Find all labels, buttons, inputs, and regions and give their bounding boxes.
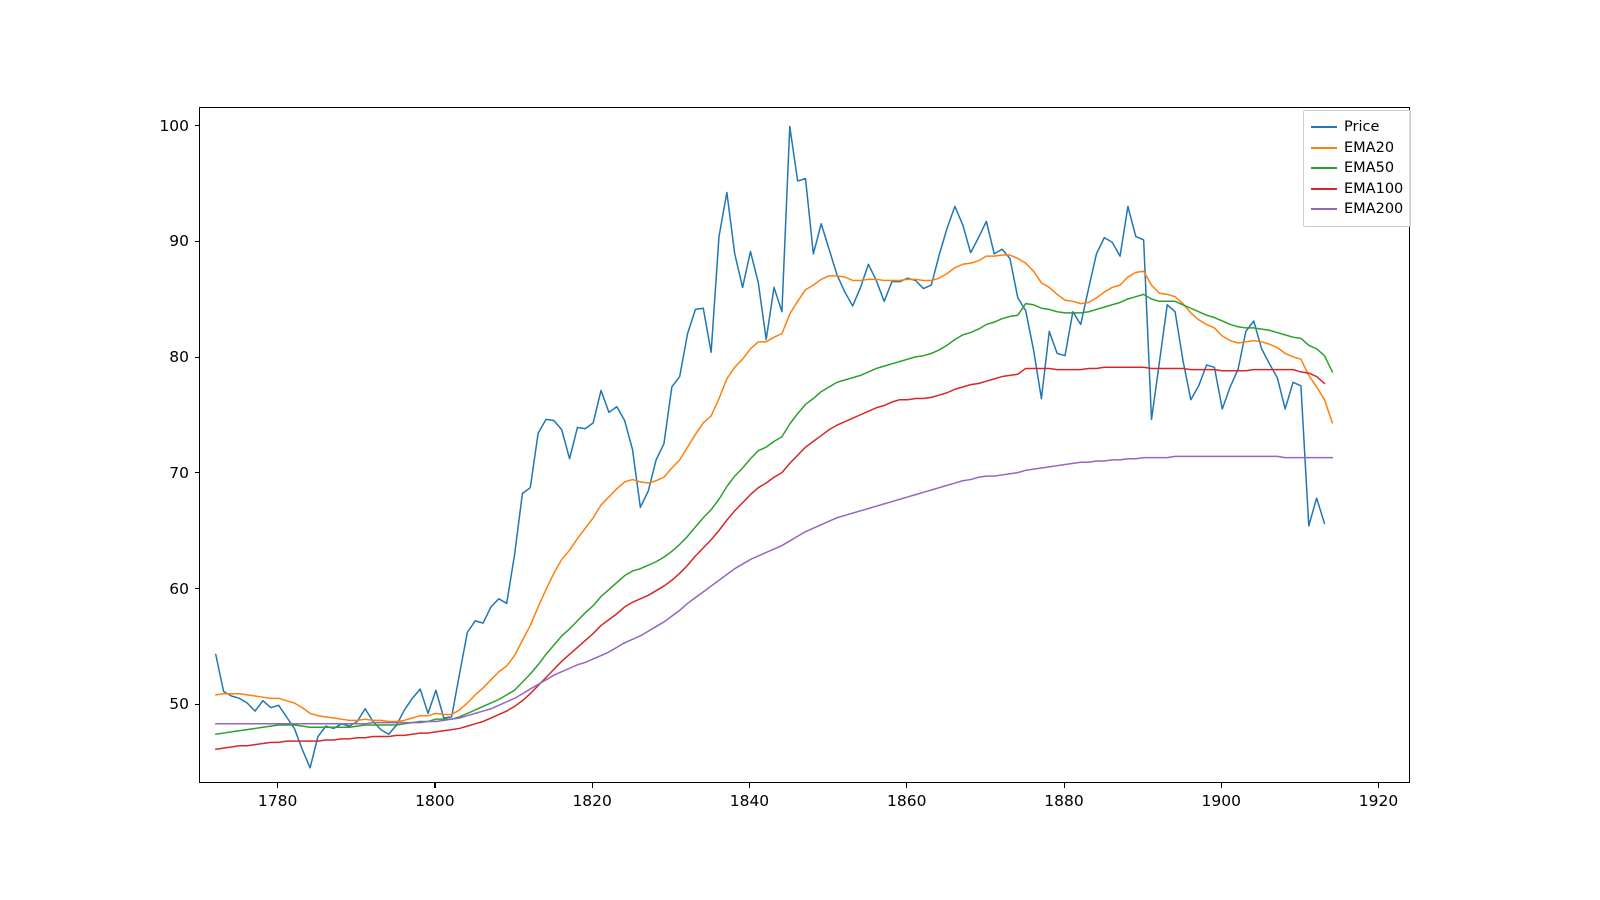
x-tick-label: 1900 bbox=[1201, 792, 1241, 810]
x-tick-label: 1780 bbox=[257, 792, 298, 810]
x-tickmark bbox=[748, 783, 751, 788]
legend-item-ema100[interactable]: EMA100 bbox=[1311, 179, 1403, 200]
x-tick-label: 1820 bbox=[572, 792, 612, 810]
x-tick-label: 1860 bbox=[886, 792, 927, 810]
legend-item-ema50[interactable]: EMA50 bbox=[1311, 158, 1403, 179]
y-tickmark bbox=[194, 703, 199, 705]
y-tick-label: 80 bbox=[169, 348, 189, 367]
plot-lines bbox=[214, 125, 1334, 769]
legend-label: EMA200 bbox=[1344, 201, 1404, 217]
legend-swatch-price bbox=[1311, 126, 1337, 129]
legend-swatch-ema20 bbox=[1311, 146, 1337, 149]
y-tick-label: 100 bbox=[159, 116, 189, 135]
legend-label: EMA20 bbox=[1344, 139, 1395, 156]
x-tickmark bbox=[277, 783, 279, 788]
y-tick-label: 90 bbox=[169, 232, 189, 251]
x-tick-label: 1880 bbox=[1044, 792, 1084, 810]
series-line-ema20 bbox=[214, 254, 1334, 723]
x-tick-label: 1800 bbox=[415, 792, 455, 810]
x-tickmark bbox=[906, 783, 908, 788]
chart-legend[interactable]: Price EMA20 EMA50 EMA100 EMA200 bbox=[1303, 110, 1411, 227]
y-tickmark bbox=[194, 356, 199, 358]
y-tickmark bbox=[194, 125, 199, 127]
x-tickmark bbox=[1378, 783, 1380, 788]
series-line-price bbox=[214, 125, 1326, 769]
legend-item-price[interactable]: Price bbox=[1311, 117, 1403, 138]
y-tick-label: 60 bbox=[169, 579, 189, 598]
legend-label: Price bbox=[1344, 119, 1380, 135]
legend-swatch-ema200 bbox=[1311, 208, 1337, 211]
x-tickmark bbox=[1220, 783, 1222, 788]
legend-label: EMA50 bbox=[1344, 160, 1395, 176]
legend-swatch-ema50 bbox=[1311, 167, 1337, 170]
legend-label: EMA100 bbox=[1344, 180, 1404, 197]
x-tickmark bbox=[591, 783, 593, 788]
series-line-ema200 bbox=[214, 455, 1334, 725]
y-tickmark bbox=[194, 472, 199, 474]
y-tickmark bbox=[194, 588, 199, 590]
x-tick-label: 1840 bbox=[729, 792, 770, 810]
legend-item-ema20[interactable]: EMA20 bbox=[1311, 138, 1403, 159]
plot-axes bbox=[199, 107, 1410, 783]
legend-swatch-ema100 bbox=[1311, 187, 1337, 190]
x-tickmark bbox=[434, 783, 436, 788]
y-tickmark bbox=[194, 240, 199, 242]
x-tickmark bbox=[1063, 783, 1065, 788]
y-tick-label: 70 bbox=[169, 463, 189, 482]
y-tick-label: 50 bbox=[169, 695, 189, 714]
legend-item-ema200[interactable]: EMA200 bbox=[1311, 199, 1403, 220]
series-line-ema100 bbox=[214, 366, 1326, 751]
x-tick-label: 1920 bbox=[1358, 792, 1399, 810]
series-line-ema50 bbox=[214, 293, 1334, 735]
